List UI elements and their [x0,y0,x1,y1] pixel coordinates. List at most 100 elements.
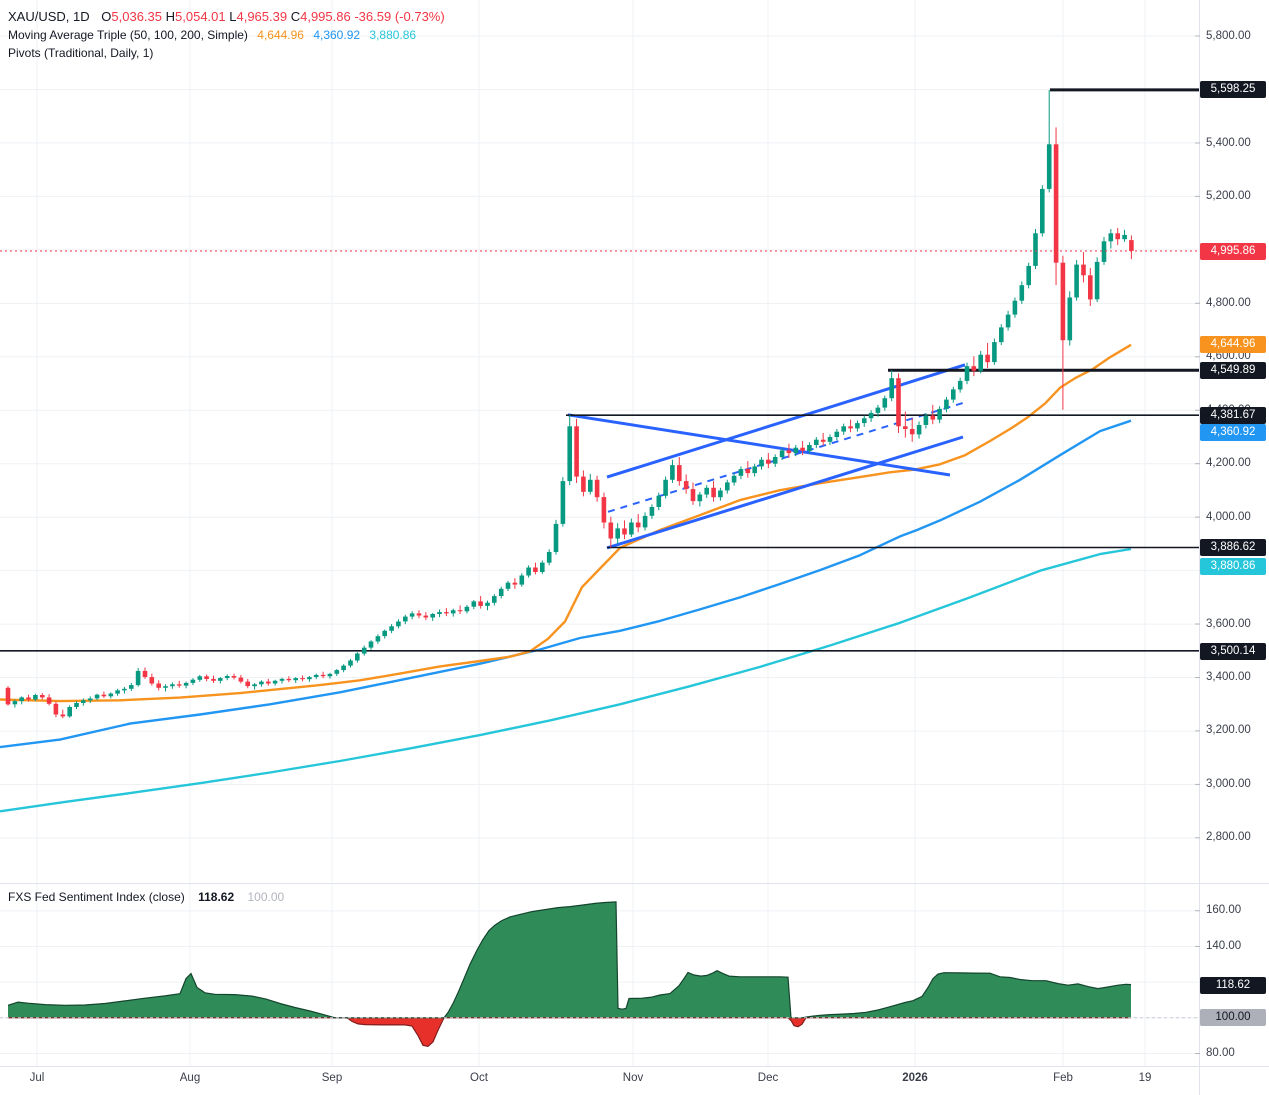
candle-body [1005,314,1011,328]
candle-body [142,670,148,677]
ma200-value: 3,880.86 [369,28,417,42]
candle-body [176,684,182,686]
candle-body [930,415,936,420]
candle-body [272,680,278,684]
candle-body [1060,262,1066,341]
price-badge: 4,381.67 [1200,407,1266,425]
high-label: H [165,9,176,24]
candle-body [320,674,326,677]
candle-body [581,476,586,492]
candle-body [656,495,662,507]
high-value: 5,054.01 [175,9,226,24]
candle-body [416,613,422,616]
candle-body [122,688,127,691]
symbol-title[interactable]: XAU/USD, 1D [8,9,90,24]
candle-body [677,465,682,482]
candle-body [238,677,244,682]
candle-body [190,679,196,683]
candle-body [745,469,751,474]
candle-body [498,588,504,596]
sentiment-badge: 118.62 [1200,976,1266,994]
candle-body [444,612,449,614]
time-axis-label-19: 19 [1138,1072,1152,1084]
candle-body [725,482,730,491]
candle-body [923,415,929,425]
ma-indicator-title[interactable]: Moving Average Triple (50, 100, 200, Sim… [8,28,248,42]
price-axis-label: 3,600.00 [1206,617,1251,630]
candle-body [19,697,24,702]
candle-body [683,481,689,490]
candle-body [423,615,429,618]
main-legend: XAU/USD, 1D O5,036.35 H5,054.01 L4,965.3… [8,8,445,62]
time-axis-label-Oct: Oct [470,1072,488,1084]
sentiment-indicator-title[interactable]: FXS Fed Sentiment Index (close) [8,890,185,904]
candle-body [560,481,566,524]
candle-body [259,681,264,685]
price-axis-label: 5,200.00 [1206,189,1251,202]
candle-body [457,610,463,612]
candle-body [1129,240,1134,251]
low-label: L [229,9,237,24]
candle-body [882,398,888,408]
candle-body [26,697,31,700]
candle-body [204,676,209,679]
ma-line-sma50[interactable] [0,343,1132,703]
time-axis-label-Sep: Sep [321,1072,343,1084]
legend-row-ma: Moving Average Triple (50, 100, 200, Sim… [8,26,445,44]
candle-body [115,690,120,694]
candle-body [129,685,134,689]
candle-body [231,676,237,678]
candle-body [964,366,970,381]
candle-body [1088,275,1093,300]
price-badge: 4,360.92 [1200,423,1266,441]
candle-body [170,684,175,687]
candle-body [855,423,860,429]
candle-body [1115,233,1120,240]
candle-body [642,515,648,528]
time-axis-label-Feb: Feb [1053,1072,1073,1084]
time-axis-label-Aug: Aug [179,1072,201,1084]
ma100-value: 4,360.92 [313,28,361,42]
candle-body [1094,261,1100,300]
pivots-indicator-title[interactable]: Pivots (Traditional, Daily, 1) [8,46,154,60]
candle-body [12,701,18,705]
candle-body [46,697,52,704]
candle-body [786,450,792,454]
candle-body [601,497,607,523]
price-badge: 3,880.86 [1200,557,1266,575]
candle-body [396,621,401,627]
candle-body [464,606,470,612]
candle-body [1081,264,1086,276]
candle-body [87,698,93,701]
candle-body [772,457,778,464]
price-badge: 4,995.86 [1200,242,1266,260]
candle-body [1046,144,1052,189]
price-axis-label: 4,200.00 [1206,457,1251,470]
price-badge: 4,549.89 [1200,361,1266,379]
candle-body [916,425,922,435]
candle-body [574,426,579,477]
change-value: -36.59 [354,9,392,24]
candle-body [1019,285,1025,301]
candle-body [478,601,483,606]
sentiment-baseline: 100.00 [247,890,285,904]
candle-body [820,439,826,442]
candle-body [519,575,525,585]
price-badge: 3,500.14 [1200,642,1266,660]
candle-body [862,418,867,424]
trendline-3 [606,435,964,550]
trendline-2 [606,363,966,479]
ma-line-sma100[interactable] [0,419,1132,749]
candle-body [471,601,477,607]
low-value: 4,965.39 [236,9,288,24]
candle-body [485,602,490,606]
time-axis-label-2026: 2026 [902,1072,928,1084]
candle-body [163,686,168,688]
candle-body [937,408,942,420]
price-axis-label: 5,400.00 [1206,136,1251,149]
candle-body [999,327,1004,343]
candle-body [903,426,908,429]
sentiment-area-below [8,1017,1131,1047]
ma-line-sma200[interactable] [0,547,1132,813]
